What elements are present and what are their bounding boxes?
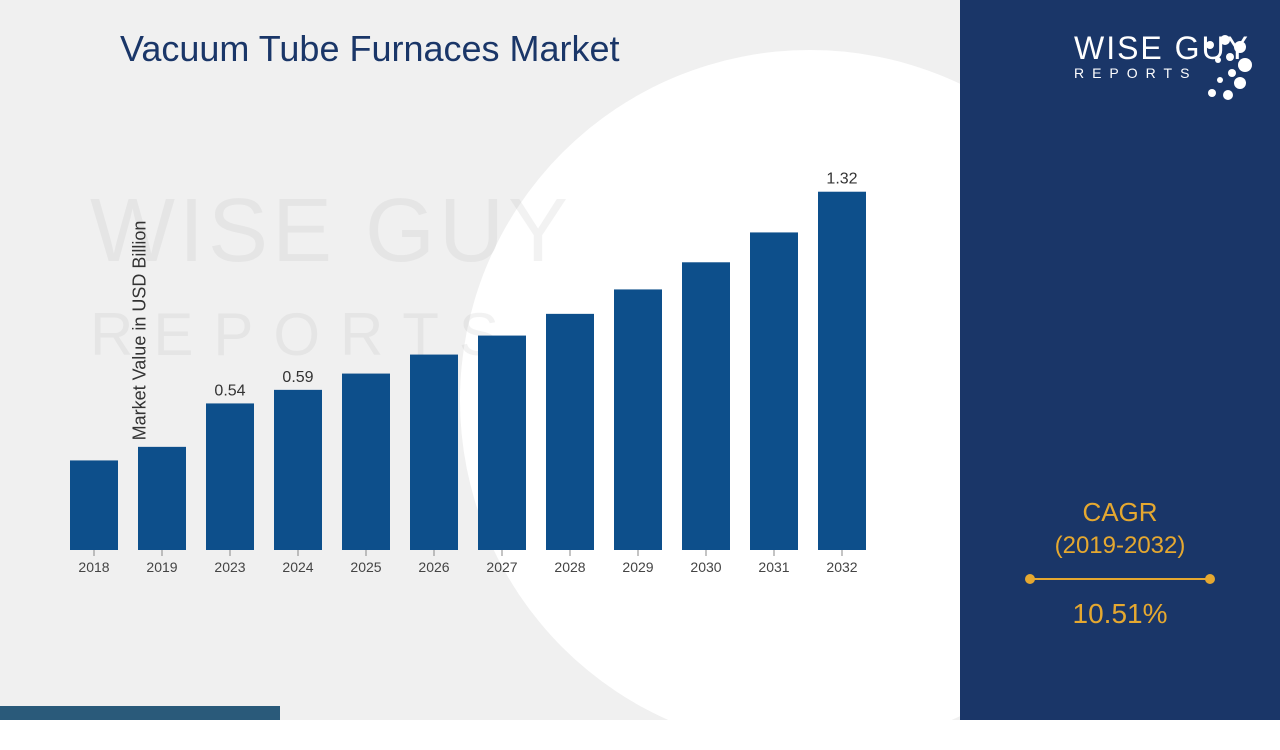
cagr-box: CAGR (2019-2032) 10.51% [1000,497,1240,630]
x-tick-label: 2028 [554,559,585,575]
x-tick-label: 2026 [418,559,449,575]
cagr-divider [1030,578,1210,580]
x-tick-label: 2024 [282,559,313,575]
bar [818,192,866,550]
x-tick-label: 2031 [758,559,789,575]
bar [546,314,594,550]
head-dots-icon [1190,25,1260,115]
bar-chart: 2018 2019 2023 0.54 2024 0.59 2025 2026 2027 2028… [50,150,950,590]
x-tick-label: 2029 [622,559,653,575]
chart-container: WISE GUY REPORTS Vacuum Tube Furnaces Ma… [0,0,1280,720]
bar [614,289,662,550]
cagr-period: (2019-2032) [1000,532,1240,560]
x-tick-label: 2019 [146,559,177,575]
data-label: 0.54 [214,382,245,399]
bar [410,355,458,550]
x-tick-label: 2027 [486,559,517,575]
x-tick-label: 2025 [350,559,381,575]
cagr-value: 10.51% [1000,598,1240,630]
data-label: 0.59 [282,369,313,386]
bar [206,403,254,550]
bottom-accent-bar [0,706,280,720]
bar [478,336,526,550]
bar [138,447,186,550]
bar [342,374,390,550]
brand-logo: WISE GUY REPORTS [1074,30,1250,81]
bar [274,390,322,550]
x-tick-label: 2032 [826,559,857,575]
data-label: 1.32 [826,171,857,188]
bar [682,262,730,550]
x-tick-label: 2023 [214,559,245,575]
x-tick-label: 2018 [78,559,109,575]
bar [70,460,118,550]
x-tick-label: 2030 [690,559,721,575]
chart-title: Vacuum Tube Furnaces Market [120,28,620,70]
cagr-label: CAGR [1000,497,1240,528]
bar [750,232,798,550]
